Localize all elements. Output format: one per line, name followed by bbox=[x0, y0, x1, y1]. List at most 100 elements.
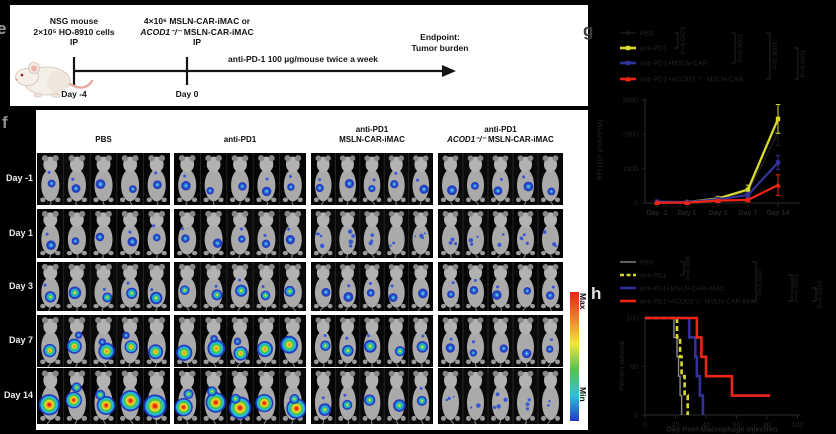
timeline-day0-label: Day 0 bbox=[175, 89, 199, 99]
pvalue-label: P=0.0078 bbox=[680, 26, 687, 54]
mouse-foot bbox=[229, 359, 236, 365]
luminescence-blob bbox=[214, 346, 218, 350]
mouse-tail bbox=[238, 201, 241, 205]
mouse-foot bbox=[505, 415, 510, 421]
gene-name: ACOD1⁻/⁻ bbox=[140, 26, 182, 37]
mouse-image-strip bbox=[311, 368, 433, 424]
mouse-ear bbox=[374, 317, 380, 324]
mouse-figure bbox=[280, 209, 306, 258]
mouse-tail bbox=[213, 419, 217, 424]
mouse-figure bbox=[488, 153, 513, 205]
mouse-ear bbox=[398, 317, 405, 324]
mouse-foot bbox=[516, 303, 521, 309]
mouse-ear bbox=[398, 370, 405, 377]
mouse-body bbox=[542, 224, 559, 255]
mouse-ear bbox=[325, 317, 331, 324]
mouse-foot bbox=[146, 303, 152, 309]
luminescence-blob bbox=[287, 343, 291, 347]
mouse-ear bbox=[105, 263, 112, 270]
mouse-ear bbox=[349, 317, 356, 324]
mouse-ear bbox=[527, 370, 534, 377]
mouse-body bbox=[442, 169, 459, 202]
mouse-figure bbox=[438, 368, 463, 424]
luminescence-blob bbox=[419, 386, 423, 390]
y-tick-label: 0 bbox=[634, 412, 638, 419]
mouse-ear bbox=[95, 210, 102, 217]
mouse-figure bbox=[117, 315, 143, 367]
mouse-figure bbox=[360, 315, 384, 367]
mouse-tail bbox=[265, 200, 269, 205]
mouse-head bbox=[365, 156, 379, 173]
mouse-foot bbox=[256, 359, 262, 365]
mouse-ear bbox=[242, 210, 249, 217]
luminescence-blob bbox=[265, 190, 268, 193]
mouse-tail bbox=[497, 201, 501, 205]
mouse-tail bbox=[186, 254, 191, 258]
y-tick-label: 50 bbox=[630, 364, 638, 371]
mouse-figure bbox=[335, 368, 360, 424]
pvalue-bracket bbox=[794, 47, 799, 80]
mouse-tail bbox=[522, 307, 526, 311]
mouse-foot bbox=[441, 197, 446, 203]
luminescence-blob bbox=[288, 175, 293, 179]
luminescence-blob bbox=[472, 289, 475, 292]
mouse-tail bbox=[449, 307, 452, 311]
mouse-ear bbox=[364, 155, 370, 162]
mouse-head bbox=[469, 318, 482, 335]
mouse-tail bbox=[371, 363, 374, 367]
mouse-foot bbox=[466, 250, 471, 256]
mouse-foot bbox=[40, 250, 46, 256]
luminescence-blob bbox=[104, 403, 108, 408]
mouse-foot bbox=[191, 303, 198, 309]
luminescence-blob bbox=[473, 184, 476, 187]
mouse-body bbox=[492, 224, 509, 255]
mouse-image-strip bbox=[311, 153, 433, 205]
series-line-1 bbox=[656, 118, 780, 204]
mouse-ear bbox=[398, 264, 405, 270]
mouse-ear bbox=[517, 264, 524, 270]
mouse-foot bbox=[466, 197, 471, 203]
mouse-ear bbox=[413, 317, 419, 324]
luminescence-blob bbox=[370, 187, 373, 190]
mouse-ear bbox=[52, 317, 59, 324]
mouse-foot bbox=[376, 197, 382, 203]
mouse-tail bbox=[48, 307, 51, 311]
mouse-ear bbox=[452, 211, 459, 217]
experiment-schematic-panel: NSG mouse 2×10⁵ HO-8910 cells IP 4×10⁶ M… bbox=[10, 5, 588, 106]
mouse-head bbox=[414, 156, 428, 173]
mouse-foot bbox=[282, 359, 289, 365]
group-header-line: ACOD1⁻/⁻ MSLN-CAR-iMAC bbox=[447, 135, 554, 145]
mouse-tail bbox=[75, 200, 78, 205]
mouse-foot bbox=[191, 359, 198, 365]
mouse-ear bbox=[374, 155, 380, 162]
mouse-ear bbox=[349, 264, 356, 270]
mouse-ear bbox=[422, 317, 429, 324]
mouse-head bbox=[494, 156, 507, 173]
survival-chart: 0 50 100 0 20 40 60 80 100 Day Post Macrophage In… bbox=[619, 256, 824, 434]
imaging-cell-group3-day2 bbox=[311, 209, 433, 258]
injection1-line3: IP bbox=[69, 37, 79, 47]
mouse-tail bbox=[186, 307, 190, 311]
mouse-head bbox=[206, 371, 221, 389]
mouse-foot bbox=[218, 303, 224, 309]
mouse-figure bbox=[253, 262, 280, 311]
mouse-ear bbox=[258, 263, 265, 270]
mouse-figure bbox=[64, 368, 90, 424]
luminescence-blob bbox=[390, 284, 394, 288]
mouse-head bbox=[341, 371, 354, 389]
mouse-ear bbox=[492, 264, 499, 270]
mouse-ear bbox=[189, 370, 196, 377]
mouse-foot bbox=[81, 303, 88, 309]
luminescence-blob bbox=[415, 178, 420, 182]
mouse-ear bbox=[178, 370, 185, 377]
mouse-ear bbox=[205, 317, 212, 324]
mouse-ear bbox=[422, 370, 429, 377]
luminescence-blob bbox=[99, 393, 102, 396]
mouse-ear bbox=[517, 155, 524, 162]
x-tick-label: 80 bbox=[763, 422, 771, 429]
luminescence-blob bbox=[368, 399, 371, 402]
mouse-ear bbox=[189, 263, 196, 270]
mouse-figure bbox=[227, 315, 253, 367]
luminescence-blob bbox=[155, 236, 158, 239]
mouse-figure bbox=[280, 153, 306, 205]
